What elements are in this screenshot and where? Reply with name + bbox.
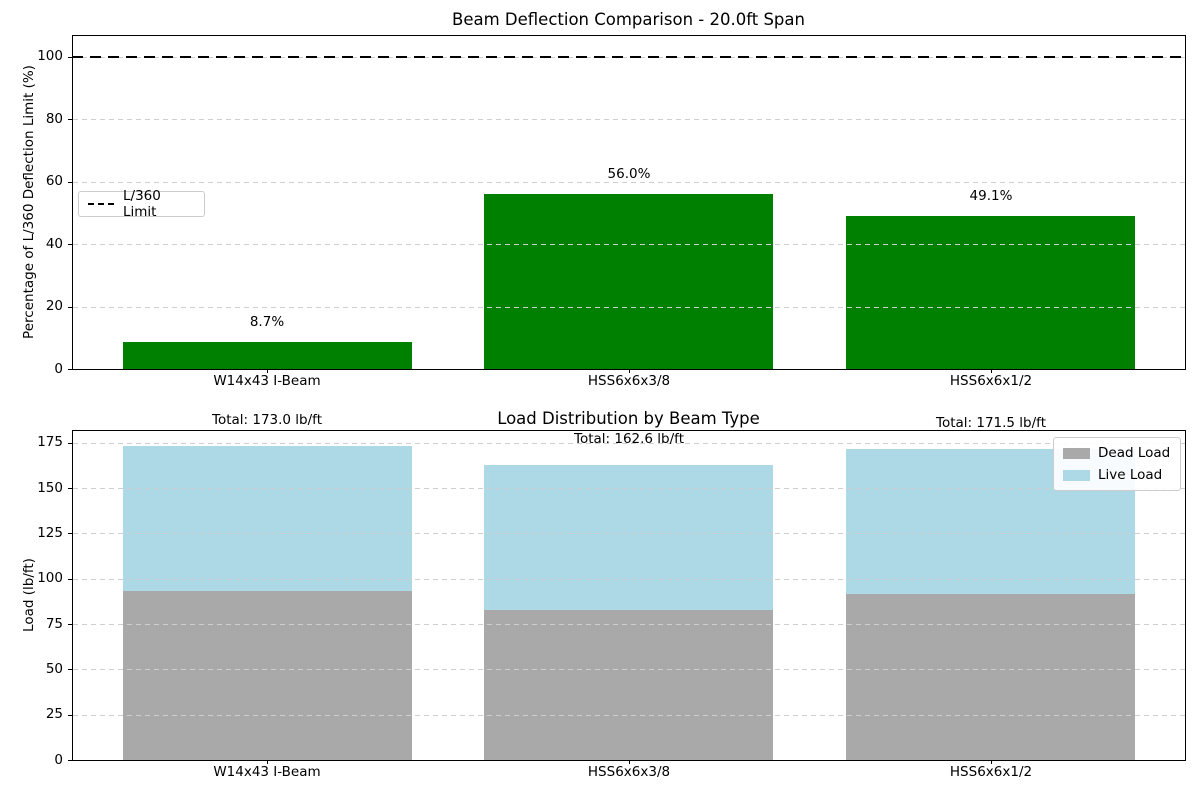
bar-value-label: 56.0% <box>607 166 651 182</box>
x-tick-mark <box>629 760 630 764</box>
chart2-legend: Dead Load Live Load <box>1053 437 1181 491</box>
live-load-legend-label: Live Load <box>1098 467 1163 483</box>
x-tick-mark <box>267 760 268 764</box>
dead-load-legend-label: Dead Load <box>1098 445 1171 461</box>
dead-load-legend-swatch <box>1063 447 1090 459</box>
legend-row-live-load: Live Load <box>1063 467 1171 483</box>
bar-HSS6x6x3/8 <box>484 194 773 369</box>
chart1-legend: L/360 Limit <box>78 188 205 220</box>
y-tick-label: 125 <box>37 525 63 541</box>
bar-segment-live-load <box>123 446 412 591</box>
x-tick-mark <box>629 369 630 373</box>
y-tick-mark <box>68 182 72 183</box>
bar-HSS6x6x1/2 <box>846 216 1135 369</box>
bar-value-label: 49.1% <box>969 188 1013 204</box>
gridline <box>73 119 1185 120</box>
gridline <box>73 443 1185 444</box>
y-tick-mark <box>68 488 72 489</box>
y-tick-mark <box>68 669 72 670</box>
y-tick-label: 175 <box>37 434 63 450</box>
gridline <box>73 579 1185 580</box>
y-tick-label: 100 <box>37 48 63 64</box>
chart1-legend-label: L/360 Limit <box>123 188 161 220</box>
x-tick-label: HSS6x6x1/2 <box>949 764 1033 780</box>
gridline <box>73 533 1185 534</box>
limit-line <box>72 56 1186 58</box>
x-tick-label: HSS6x6x3/8 <box>587 764 671 780</box>
gridline <box>73 182 1185 183</box>
gridline <box>73 488 1185 489</box>
y-tick-label: 40 <box>45 236 63 252</box>
gridline <box>73 715 1185 716</box>
bar-total-label: Total: 171.5 lb/ft <box>936 415 1046 431</box>
x-tick-label: HSS6x6x1/2 <box>949 373 1033 389</box>
y-tick-mark <box>68 369 72 370</box>
legend-row-dead-load: Dead Load <box>1063 445 1171 461</box>
bar-segment-live-load <box>484 465 773 610</box>
y-tick-label: 0 <box>54 361 63 377</box>
live-load-legend-swatch <box>1063 469 1090 481</box>
y-tick-label: 60 <box>45 173 63 189</box>
x-tick-mark <box>991 369 992 373</box>
y-tick-mark <box>68 119 72 120</box>
y-tick-label: 20 <box>45 298 63 314</box>
bar-segment-dead-load <box>123 591 412 760</box>
bar-value-label: 8.7% <box>249 314 285 330</box>
y-tick-mark <box>68 579 72 580</box>
y-tick-label: 25 <box>45 706 63 722</box>
y-tick-label: 150 <box>37 480 63 496</box>
bar-segment-dead-load <box>484 610 773 760</box>
bar-total-label: Total: 162.6 lb/ft <box>574 431 684 447</box>
bar-total-label: Total: 173.0 lb/ft <box>212 412 322 428</box>
y-tick-mark <box>68 533 72 534</box>
y-tick-mark <box>68 57 72 58</box>
y-tick-label: 100 <box>37 570 63 586</box>
chart1-title: Beam Deflection Comparison - 20.0ft Span <box>452 10 805 29</box>
y-tick-mark <box>68 624 72 625</box>
y-tick-label: 0 <box>54 752 63 768</box>
y-tick-label: 80 <box>45 111 63 127</box>
y-tick-label: 50 <box>45 661 63 677</box>
x-tick-label: W14x43 I-Beam <box>213 373 321 389</box>
bar-W14x43 I-Beam <box>123 342 412 369</box>
y-tick-mark <box>68 760 72 761</box>
y-tick-mark <box>68 307 72 308</box>
y-tick-mark <box>68 443 72 444</box>
chart2-title: Load Distribution by Beam Type <box>497 409 760 428</box>
x-tick-mark <box>267 369 268 373</box>
y-tick-mark <box>68 244 72 245</box>
gridline <box>73 244 1185 245</box>
x-tick-mark <box>991 760 992 764</box>
x-tick-label: W14x43 I-Beam <box>213 764 321 780</box>
gridline <box>73 624 1185 625</box>
gridline <box>73 307 1185 308</box>
dashed-line-legend-marker <box>88 203 114 205</box>
x-tick-label: HSS6x6x3/8 <box>587 373 671 389</box>
y-tick-mark <box>68 715 72 716</box>
y-tick-label: 75 <box>45 616 63 632</box>
bar-segment-dead-load <box>846 594 1135 760</box>
gridline <box>73 669 1185 670</box>
